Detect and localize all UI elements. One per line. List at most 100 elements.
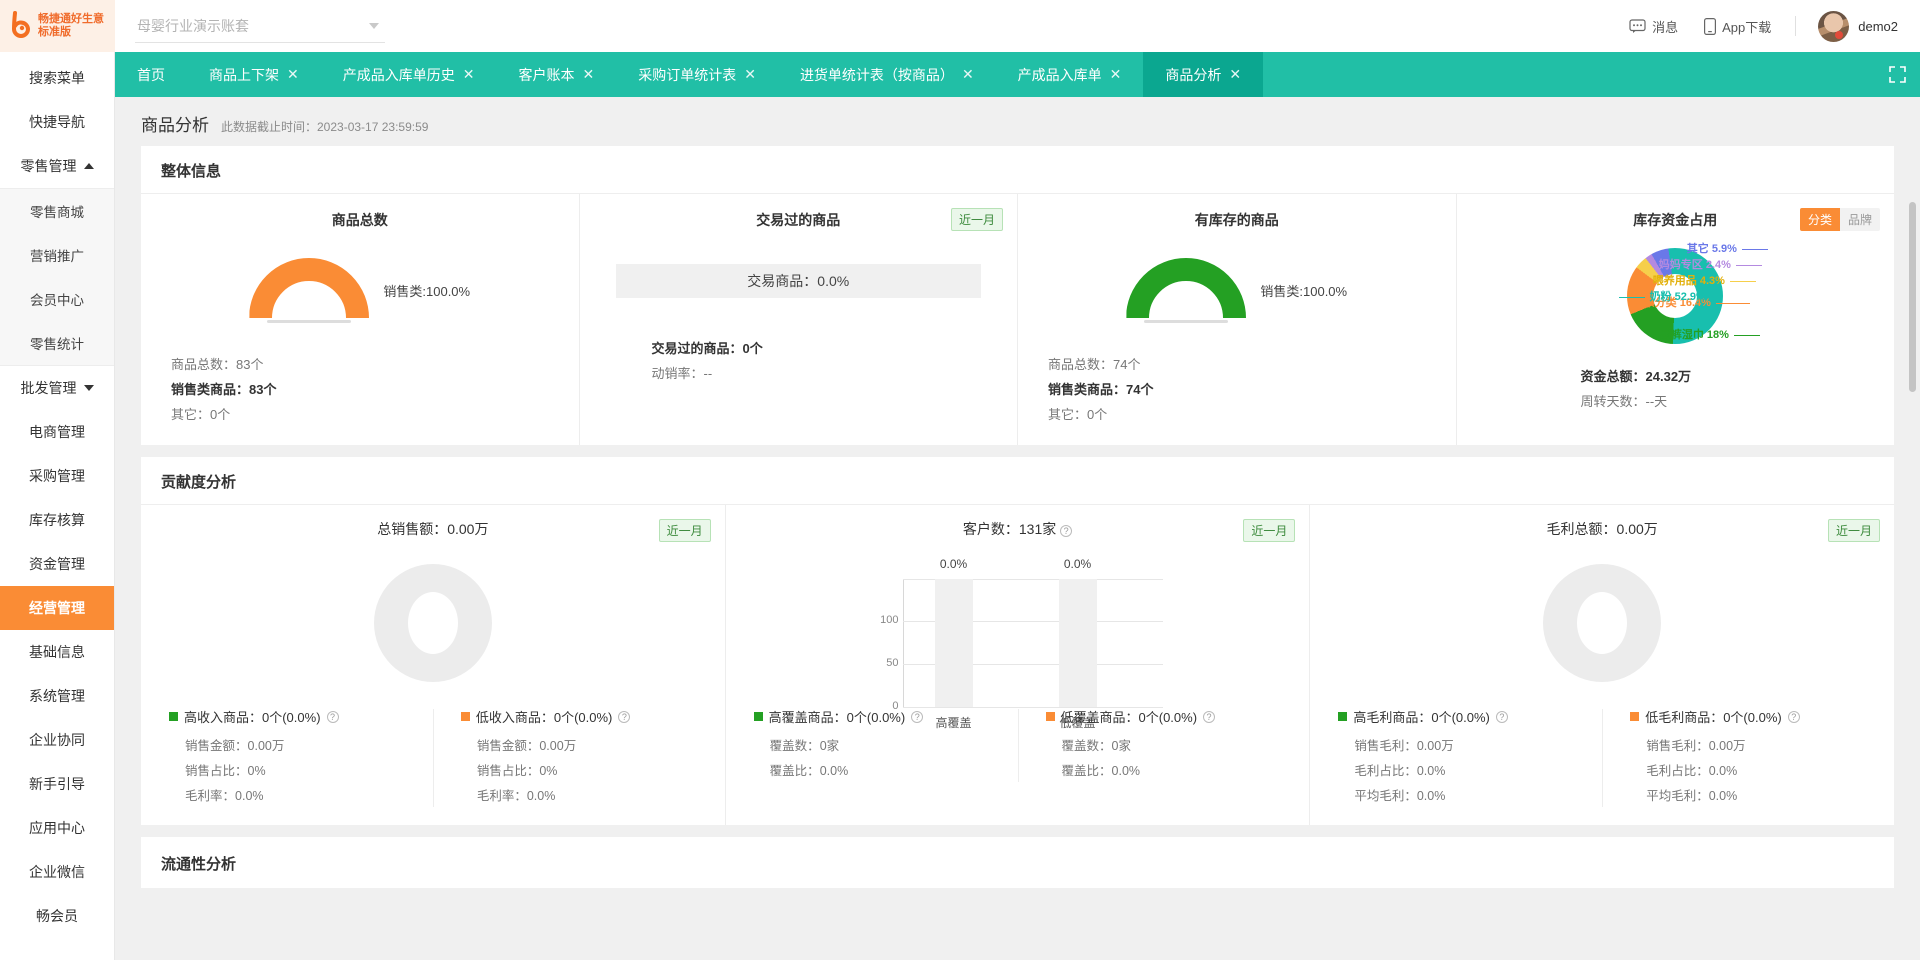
sidebar-item-marketing[interactable]: 营销推广 bbox=[0, 233, 114, 277]
account-select[interactable]: 母婴行业演示账套 bbox=[135, 9, 385, 43]
help-icon[interactable]: ? bbox=[1060, 525, 1073, 537]
stat-row: 销售类商品：83个 bbox=[171, 382, 277, 397]
sidebar-item-retail-management[interactable]: 零售管理 bbox=[0, 144, 114, 188]
sidebar-item-purchase[interactable]: 采购管理 bbox=[0, 454, 114, 498]
sidebar-item-app-center[interactable]: 应用中心 bbox=[0, 806, 114, 850]
help-icon[interactable]: ? bbox=[1495, 710, 1508, 723]
legend-row: 高覆盖商品：0个(0.0%) ? 覆盖数：0家 覆盖比：0.0% bbox=[726, 707, 1310, 784]
card-title: 交易过的商品 bbox=[756, 212, 841, 228]
top-bar: 畅捷通好生意 标准版 母婴行业演示账套 消息 bbox=[0, 0, 1920, 52]
legend-head-text: 高收入商品：0个(0.0%) bbox=[184, 710, 321, 725]
dimension-toggle[interactable]: 分类 品牌 bbox=[1799, 208, 1880, 231]
legend-line: 覆盖比：0.0% bbox=[769, 764, 849, 778]
bar-high-coverage bbox=[934, 579, 973, 707]
sidebar-item-newbie-guide[interactable]: 新手引导 bbox=[0, 762, 114, 806]
legend-head-text: 高毛利商品：0个(0.0%) bbox=[1353, 710, 1490, 725]
close-icon[interactable]: ✕ bbox=[1109, 66, 1122, 82]
sidebar-item-inventory-accounting[interactable]: 库存核算 bbox=[0, 498, 114, 542]
help-icon[interactable]: ? bbox=[911, 710, 924, 723]
tab-customer-ledger[interactable]: 客户账本 ✕ bbox=[496, 52, 616, 97]
sidebar-item-retail-mall[interactable]: 零售商城 bbox=[0, 189, 114, 233]
avatar[interactable] bbox=[1818, 10, 1850, 42]
card-stats: 商品总数：74个 销售类商品：74个 其它：0个 bbox=[1030, 352, 1444, 427]
sidebar-item-fund-management[interactable]: 资金管理 bbox=[0, 542, 114, 586]
help-icon[interactable]: ? bbox=[326, 710, 339, 723]
period-badge-last-month[interactable]: 近一月 bbox=[950, 208, 1003, 231]
sidebar-item-label: 企业协同 bbox=[29, 732, 85, 748]
close-icon[interactable]: ✕ bbox=[744, 66, 756, 82]
sidebar-item-label: 系统管理 bbox=[29, 688, 85, 704]
legend-head-text: 低毛利商品：0个(0.0%) bbox=[1645, 710, 1782, 725]
bar-value-high: 0.0% bbox=[939, 557, 968, 571]
fullscreen-button[interactable] bbox=[1875, 52, 1920, 97]
help-icon[interactable]: ? bbox=[1203, 710, 1216, 723]
tab-purchase-order-stats[interactable]: 采购订单统计表 ✕ bbox=[616, 52, 778, 97]
sidebar-item-system-management[interactable]: 系统管理 bbox=[0, 674, 114, 718]
toggle-brand[interactable]: 品牌 bbox=[1839, 208, 1880, 231]
toggle-category[interactable]: 分类 bbox=[1799, 208, 1840, 231]
legend-high-income: 高收入商品：0个(0.0%) ? 销售金额：0.00万 销售占比：0% 毛利率：… bbox=[141, 707, 433, 809]
messages-button[interactable]: 消息 bbox=[1629, 17, 1678, 36]
sidebar-item-ecommerce[interactable]: 电商管理 bbox=[0, 410, 114, 454]
content-scroll-area: 整体信息 商品总数 销售类:100.0% bbox=[115, 146, 1920, 960]
legend-swatch-green bbox=[753, 712, 763, 721]
bar-label-high: 高覆盖 bbox=[935, 716, 972, 730]
sidebar-item-retail-stats[interactable]: 零售统计 bbox=[0, 321, 114, 365]
close-icon[interactable]: ✕ bbox=[961, 66, 974, 82]
sidebar-item-chang-member[interactable]: 畅会员 bbox=[0, 894, 114, 938]
app-download-label: App下载 bbox=[1722, 19, 1772, 35]
help-icon[interactable]: ? bbox=[618, 710, 631, 723]
close-icon[interactable]: ✕ bbox=[287, 66, 299, 82]
tab-home[interactable]: 首页 bbox=[115, 52, 187, 97]
page-title: 商品分析 bbox=[141, 116, 209, 135]
app-download-button[interactable]: App下载 bbox=[1704, 17, 1771, 36]
legend-swatch-green bbox=[1338, 712, 1348, 721]
period-badge-last-month[interactable]: 近一月 bbox=[658, 519, 711, 542]
tab-label: 商品分析 bbox=[1165, 66, 1222, 83]
sidebar-item-wecom[interactable]: 企业微信 bbox=[0, 850, 114, 894]
pie-label-mom-zone: 妈妈专区 2.4% bbox=[1659, 256, 1764, 272]
tab-finished-goods-inbound[interactable]: 产成品入库单 ✕ bbox=[996, 52, 1144, 97]
sidebar-item-search-menu[interactable]: 搜索菜单 bbox=[0, 56, 114, 100]
pie-label-other: 其它 5.9% bbox=[1687, 240, 1770, 256]
period-badge-last-month[interactable]: 近一月 bbox=[1243, 519, 1296, 542]
sidebar-item-label: 零售统计 bbox=[30, 337, 84, 352]
sidebar-item-label: 零售商城 bbox=[30, 205, 84, 220]
close-icon[interactable]: ✕ bbox=[1229, 66, 1242, 82]
legend-swatch-orange bbox=[460, 712, 470, 721]
legend-head: 低覆盖商品：0个(0.0%) ? bbox=[1045, 707, 1310, 726]
period-badge-last-month[interactable]: 近一月 bbox=[1828, 519, 1881, 542]
empty-ring-chart bbox=[141, 539, 725, 707]
stat-row: 商品总数：83个 bbox=[171, 357, 264, 372]
sidebar-item-basic-info[interactable]: 基础信息 bbox=[0, 630, 114, 674]
chevron-down-icon bbox=[83, 385, 94, 391]
close-icon[interactable]: ✕ bbox=[582, 66, 595, 82]
page-header: 商品分析 此数据截止时间：2023-03-17 23:59:59 bbox=[115, 97, 1920, 146]
right-column: 首页 商品上下架 ✕ 产成品入库单历史 ✕ 客户账本 ✕ 采购订单统计表 ✕ bbox=[115, 52, 1920, 960]
topbar-right: 消息 App下载 demo2 bbox=[1603, 0, 1920, 52]
logo-glyph bbox=[11, 11, 31, 38]
stat-row: 资金总额：24.32万 bbox=[1580, 369, 1692, 384]
overall-info-title: 整体信息 bbox=[161, 163, 222, 180]
sidebar-item-enterprise-collab[interactable]: 企业协同 bbox=[0, 718, 114, 762]
bar-chart: 100 50 0 0.0% 高覆盖 0.0% 低覆盖 bbox=[726, 539, 1310, 730]
legend-line: 销售毛利：0.00万 bbox=[1646, 739, 1746, 753]
card-title: 商品总数 bbox=[331, 212, 388, 228]
tab-purchase-receipt-stats-by-product[interactable]: 进货单统计表（按商品） ✕ bbox=[778, 52, 996, 97]
ring-shape bbox=[1543, 564, 1662, 682]
tab-product-analysis[interactable]: 商品分析 ✕ bbox=[1143, 52, 1264, 97]
vertical-scrollbar[interactable] bbox=[1909, 202, 1916, 392]
contribution-header: 贡献度分析 bbox=[141, 457, 1894, 505]
sidebar-item-member-center[interactable]: 会员中心 bbox=[0, 277, 114, 321]
sidebar-item-label: 营销推广 bbox=[30, 249, 84, 264]
brand-block[interactable]: 畅捷通好生意 标准版 bbox=[0, 0, 115, 52]
tab-product-shelf[interactable]: 商品上下架 ✕ bbox=[187, 52, 321, 97]
donut-slices bbox=[1627, 248, 1724, 344]
sidebar-item-quick-nav[interactable]: 快捷导航 bbox=[0, 100, 114, 144]
close-icon[interactable]: ✕ bbox=[462, 66, 475, 82]
sidebar-item-wholesale-management[interactable]: 批发管理 bbox=[0, 366, 114, 410]
sidebar-item-business-management[interactable]: 经营管理 bbox=[0, 586, 114, 630]
help-icon[interactable]: ? bbox=[1787, 710, 1800, 723]
legend-line: 毛利占比：0.0% bbox=[1354, 764, 1446, 778]
tab-finished-goods-inbound-history[interactable]: 产成品入库单历史 ✕ bbox=[321, 52, 497, 97]
